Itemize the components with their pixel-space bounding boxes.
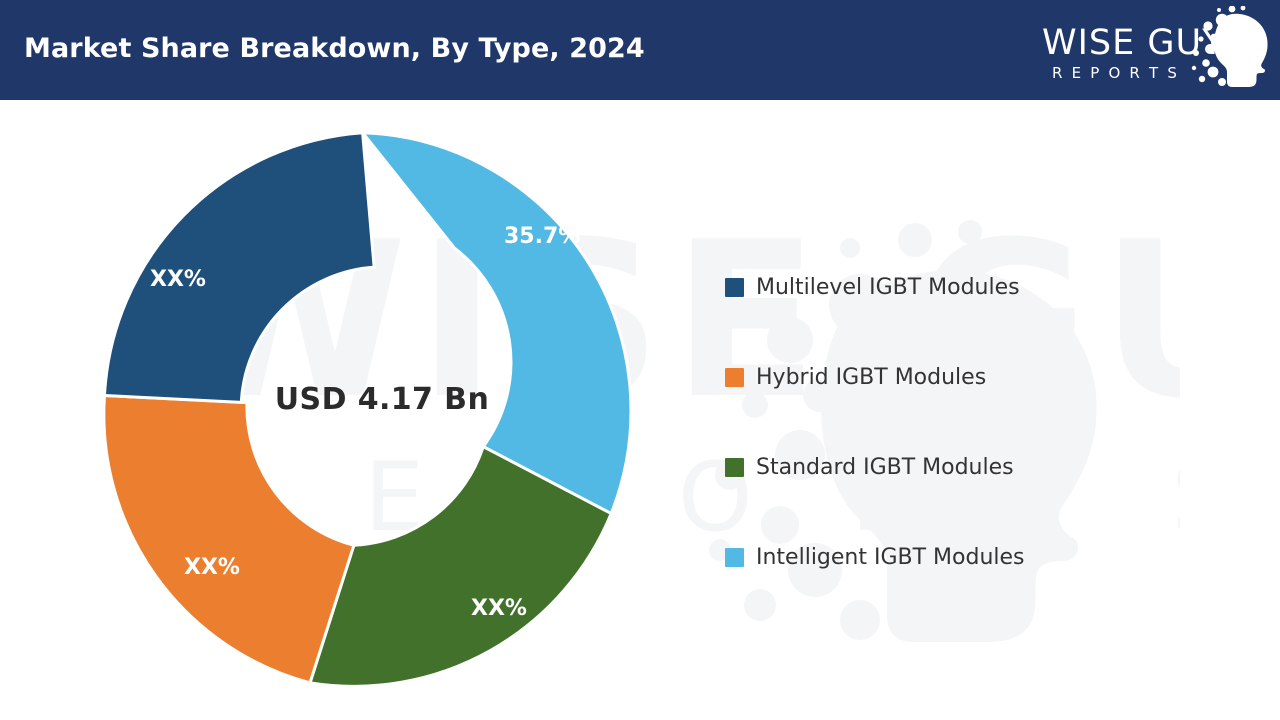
slice-label-hybrid-igbt-modules: XX% xyxy=(184,555,240,580)
donut-center-value: USD 4.17 Bn xyxy=(274,382,490,417)
pie-slice-multilevel-igbt-modules[interactable] xyxy=(102,131,376,404)
chart-legend: Multilevel IGBT Modules Hybrid IGBT Modu… xyxy=(725,242,1185,602)
slice-label-standard-igbt-modules: XX% xyxy=(471,596,527,621)
slice-label-multilevel-igbt-modules: XX% xyxy=(150,267,206,292)
wise-guy-reports-logo: WISE GUY R E P O R T S xyxy=(1036,6,1272,92)
header-bar: Market Share Breakdown, By Type, 2024 WI… xyxy=(0,0,1280,100)
donut-slices xyxy=(102,131,633,688)
legend-item-standard-igbt-modules[interactable]: Standard IGBT Modules xyxy=(725,422,1185,512)
legend-swatch-icon xyxy=(725,547,744,567)
logo-wordmark-primary: WISE GUY xyxy=(1042,23,1225,63)
legend-label: Standard IGBT Modules xyxy=(756,454,1014,480)
legend-label: Hybrid IGBT Modules xyxy=(756,364,987,390)
logo-head-profile-icon xyxy=(1191,6,1268,87)
legend-item-intelligent-igbt-modules[interactable]: Intelligent IGBT Modules xyxy=(725,512,1185,602)
legend-item-multilevel-igbt-modules[interactable]: Multilevel IGBT Modules xyxy=(725,242,1185,332)
pie-slice-hybrid-igbt-modules[interactable] xyxy=(102,393,356,685)
legend-swatch-icon xyxy=(725,367,744,387)
pie-slice-intelligent-igbt-modules[interactable] xyxy=(359,131,633,516)
legend-label: Multilevel IGBT Modules xyxy=(756,274,1020,300)
slice-label-intelligent-igbt-modules: 35.7% xyxy=(504,224,581,249)
chart-plot-area: WISE GUY R E P O R T S xyxy=(0,100,1280,720)
pie-slice-standard-igbt-modules[interactable] xyxy=(308,444,614,688)
donut-chart xyxy=(102,131,660,688)
legend-swatch-icon xyxy=(725,457,744,477)
legend-swatch-icon xyxy=(725,277,744,297)
logo-wordmark-secondary: R E P O R T S xyxy=(1052,64,1179,82)
legend-label: Intelligent IGBT Modules xyxy=(756,544,1025,570)
page-title: Market Share Breakdown, By Type, 2024 xyxy=(24,33,645,64)
legend-item-hybrid-igbt-modules[interactable]: Hybrid IGBT Modules xyxy=(725,332,1185,422)
